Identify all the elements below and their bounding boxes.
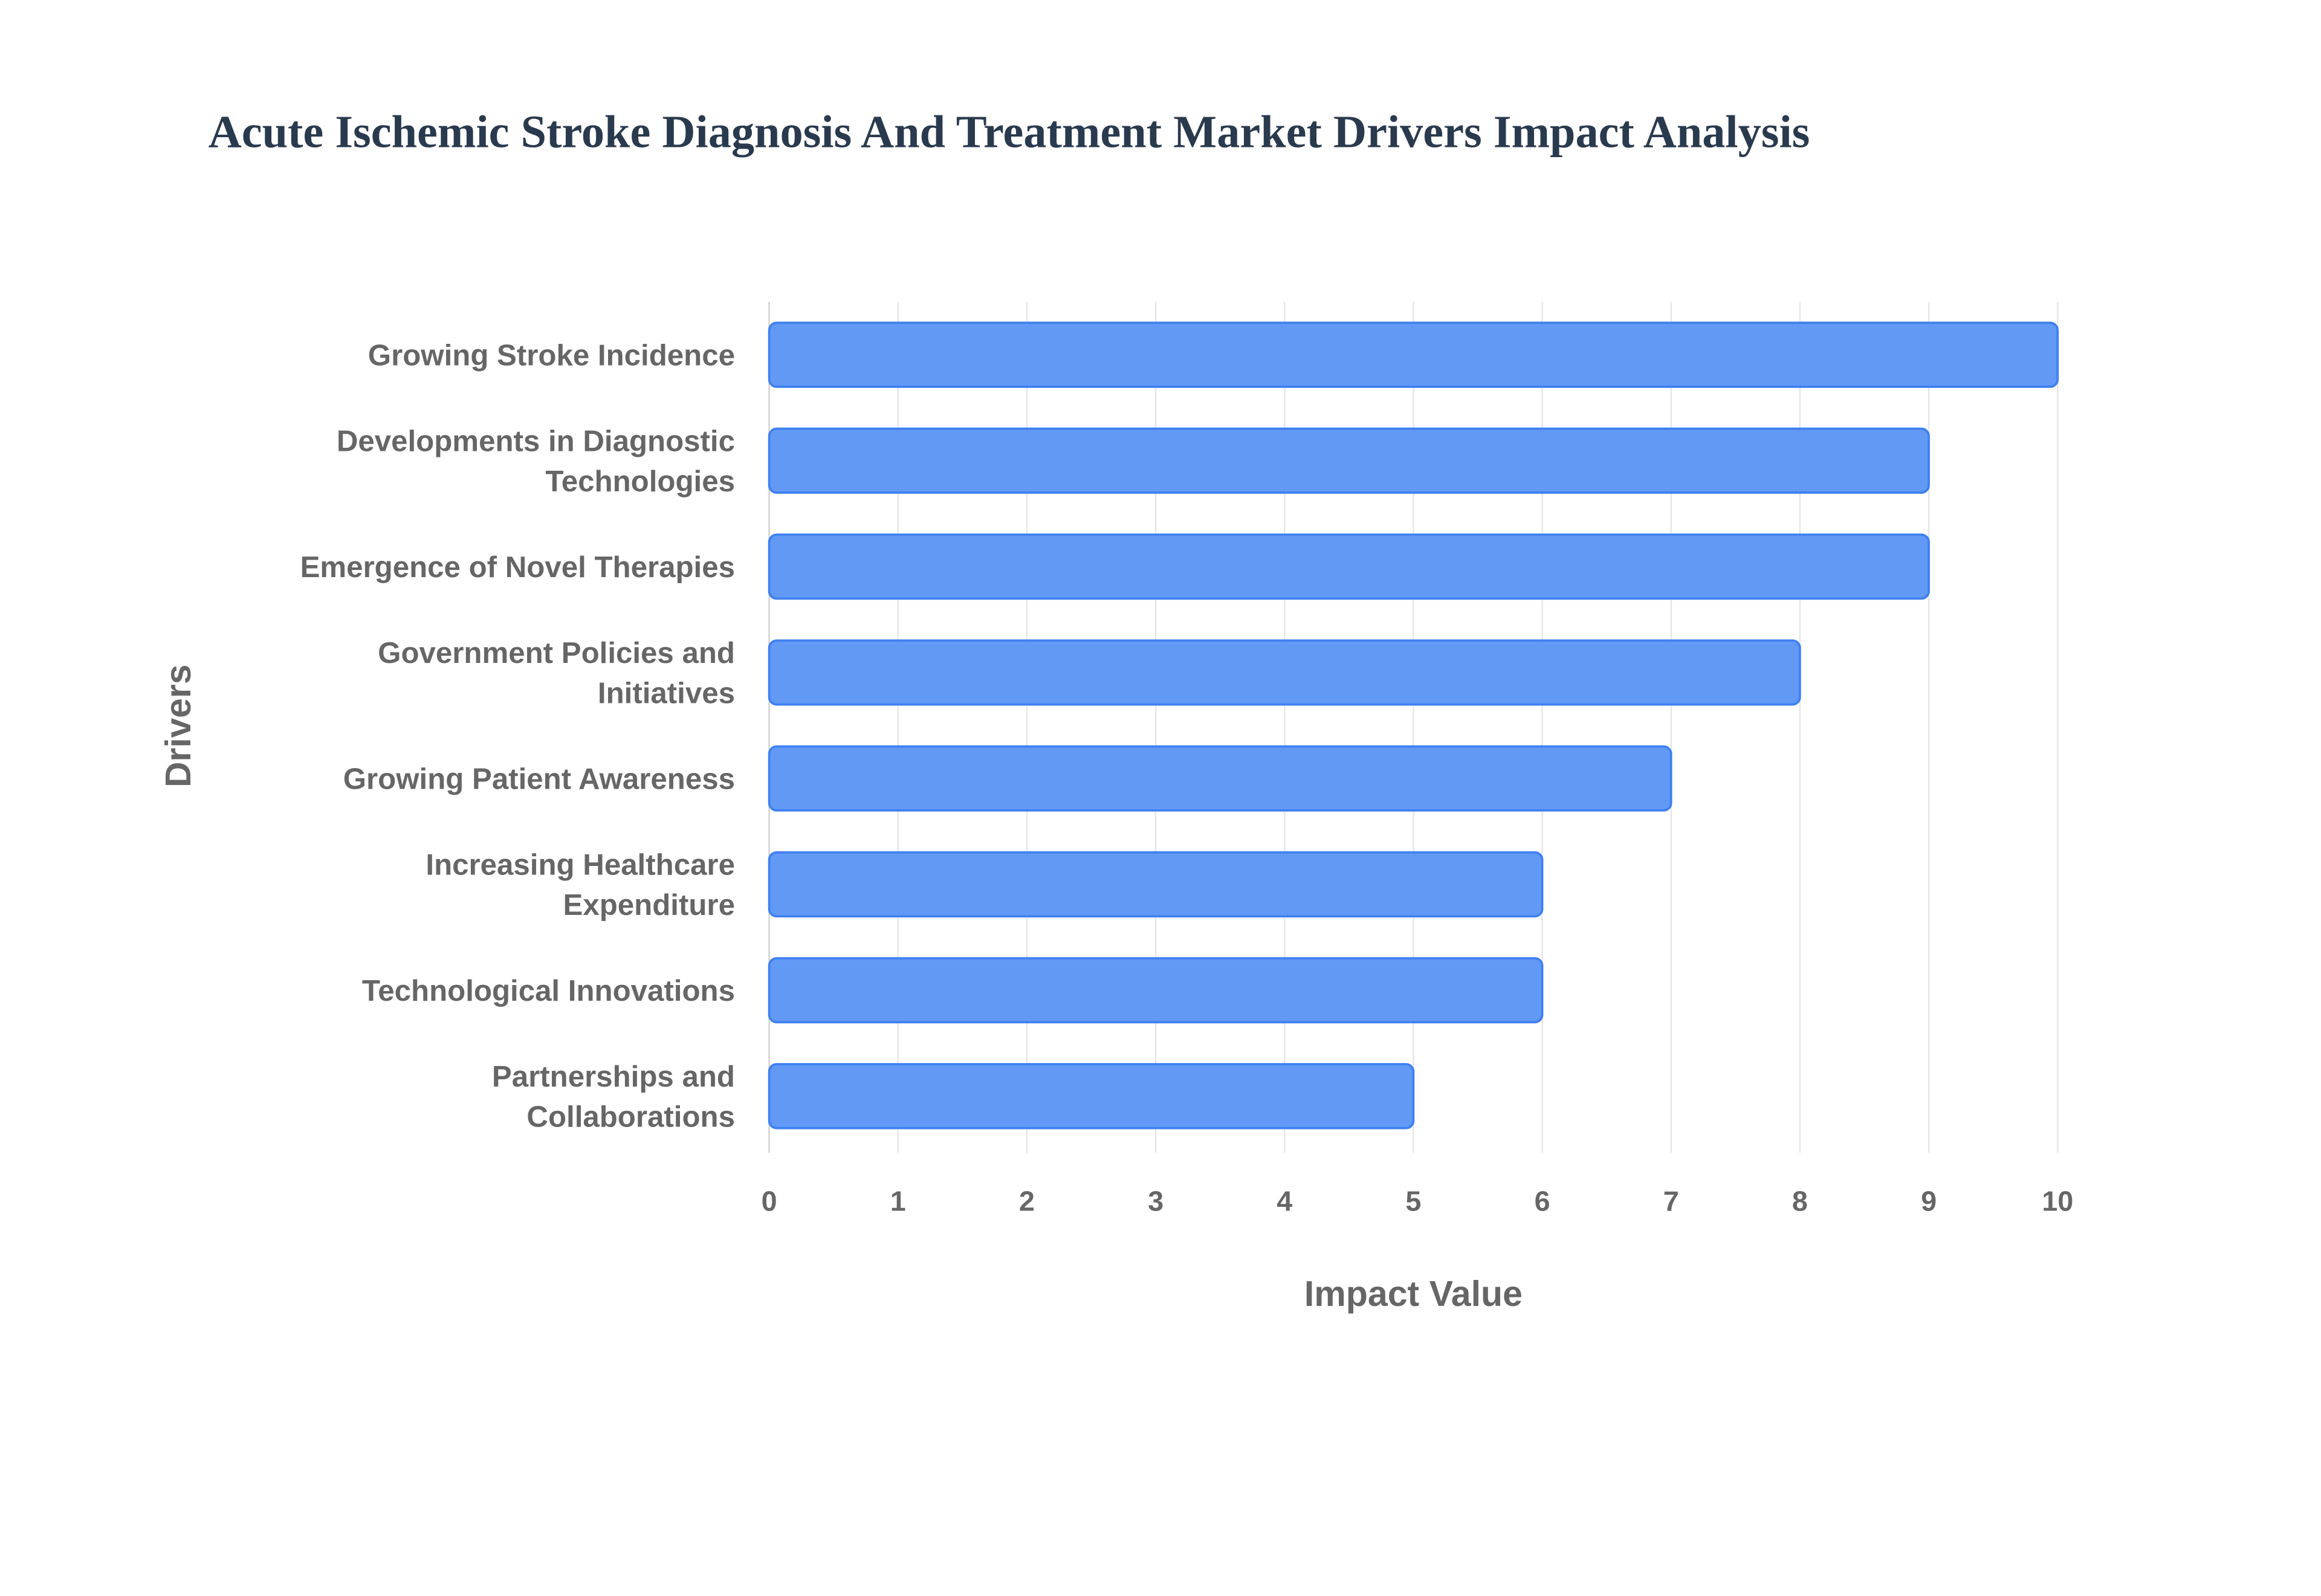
bar	[768, 321, 2059, 388]
x-tick-label: 4	[1277, 1186, 1292, 1217]
x-tick-label: 3	[1148, 1186, 1164, 1217]
y-category-label: Developments in Diagnostic	[337, 424, 735, 457]
x-tick-label: 7	[1663, 1186, 1679, 1217]
y-category-label: Collaborations	[526, 1100, 735, 1133]
bar	[768, 427, 1930, 494]
x-tick-label: 5	[1405, 1186, 1421, 1217]
bar	[768, 639, 1801, 706]
chart-title: Acute Ischemic Stroke Diagnosis And Trea…	[209, 106, 1810, 158]
x-tick-label: 9	[1921, 1186, 1937, 1217]
bar	[768, 1063, 1415, 1129]
x-tick-label: 1	[890, 1186, 906, 1217]
x-tick-label: 2	[1019, 1186, 1035, 1217]
y-category-label: Emergence of Novel Therapies	[300, 551, 735, 584]
y-category-label: Growing Patient Awareness	[343, 762, 735, 795]
y-category-label: Government Policies and	[378, 636, 735, 670]
x-tick-label: 6	[1535, 1186, 1550, 1217]
y-category-label: Technologies	[545, 465, 735, 498]
bar	[768, 533, 1930, 600]
y-axis-title: Drivers	[158, 664, 198, 787]
x-tick-label: 0	[762, 1186, 777, 1217]
x-tick-label: 10	[2042, 1186, 2073, 1217]
y-category-label: Technological Innovations	[362, 974, 735, 1007]
x-tick-label: 8	[1792, 1186, 1808, 1217]
bar	[768, 851, 1544, 918]
y-category-label: Increasing Healthcare	[426, 848, 735, 881]
y-category-label: Initiatives	[598, 676, 735, 709]
bar	[768, 745, 1672, 812]
y-category-label: Partnerships and	[492, 1060, 735, 1093]
x-axis-title: Impact Value	[1304, 1274, 1523, 1314]
y-category-label: Expenditure	[563, 888, 735, 922]
y-category-label: Growing Stroke Incidence	[368, 338, 735, 372]
bar	[768, 957, 1544, 1024]
